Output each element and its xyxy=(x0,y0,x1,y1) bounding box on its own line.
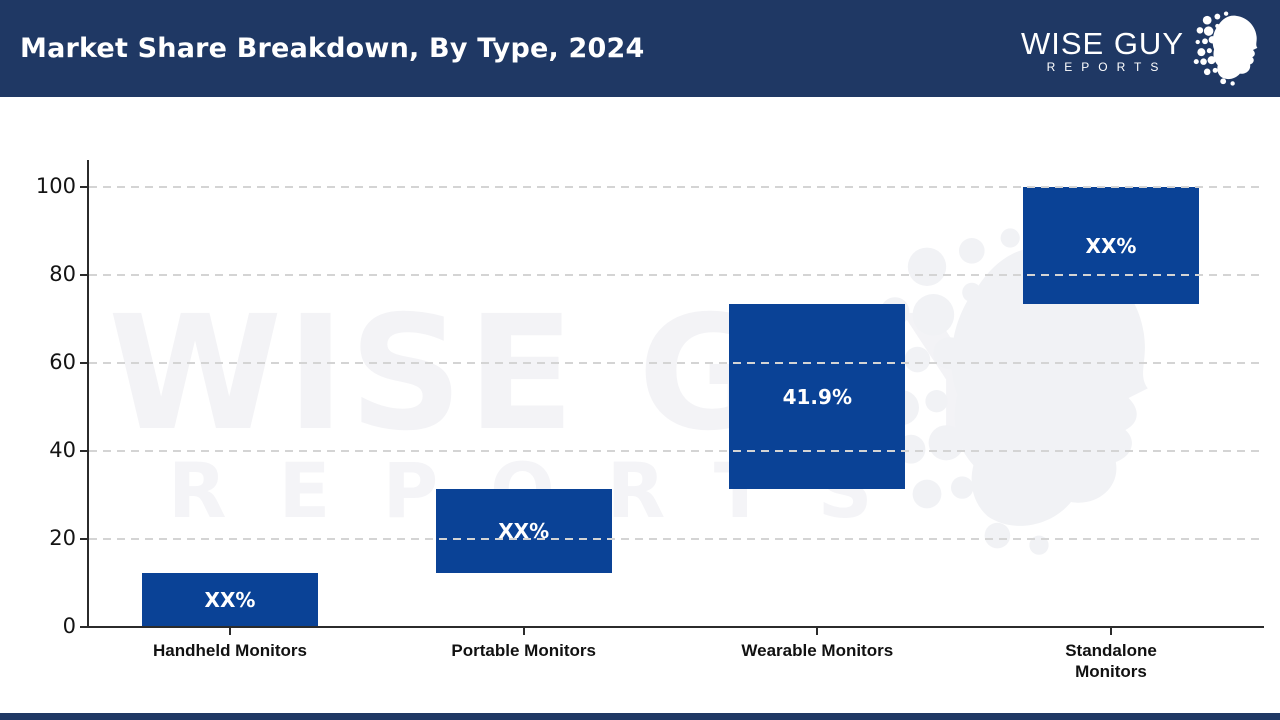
y-tick-mark-20 xyxy=(80,538,87,540)
chart-title: Market Share Breakdown, By Type, 2024 xyxy=(20,33,645,64)
y-tick-label-40: 40 xyxy=(49,438,76,462)
gridline-80 xyxy=(89,274,1264,276)
bar-value-label: XX% xyxy=(1085,233,1137,258)
x-tick-mark xyxy=(229,628,231,635)
y-tick-label-20: 20 xyxy=(49,526,76,550)
y-tick-mark-60 xyxy=(80,362,87,364)
gridline-60 xyxy=(89,362,1264,364)
header-bar: Market Share Breakdown, By Type, 2024 WI… xyxy=(0,0,1280,97)
wise-guy-reports-logo: WISE GUY REPORTS xyxy=(1021,8,1268,92)
logo-head-icon xyxy=(1193,11,1258,86)
x-category-label: Portable Monitors xyxy=(451,641,596,660)
bar-standalone-monitors xyxy=(1023,187,1199,305)
gridline-20 xyxy=(89,538,1264,540)
x-tick-mark xyxy=(522,628,525,635)
y-tick-mark-0 xyxy=(80,626,87,628)
bar-value-label: 41.9% xyxy=(782,384,852,409)
y-tick-label-0: 0 xyxy=(62,614,76,638)
bar-value-label: XX% xyxy=(204,588,256,613)
logo-sub-text: REPORTS xyxy=(1046,59,1168,74)
y-tick-mark-40 xyxy=(80,450,87,452)
y-tick-mark-100 xyxy=(80,186,87,188)
gridline-40 xyxy=(89,450,1264,452)
bar-portable-monitors xyxy=(435,488,612,574)
x-category-label: Standalone Monitors xyxy=(1065,641,1157,681)
y-axis-line xyxy=(87,160,89,628)
bar-value-label: XX% xyxy=(498,519,550,544)
bar-handheld-monitors xyxy=(142,573,318,627)
footer-bar xyxy=(0,713,1280,720)
y-tick-label-100: 100 xyxy=(35,174,76,198)
bar-wearable-monitors xyxy=(729,304,906,489)
x-tick-mark xyxy=(816,628,819,635)
y-tick-mark-80 xyxy=(80,274,87,276)
x-axis-line xyxy=(87,626,1264,628)
gridline-100 xyxy=(89,186,1264,188)
y-tick-label-60: 60 xyxy=(49,350,76,374)
x-category-label: Wearable Monitors xyxy=(741,641,894,660)
x-category-label: Handheld Monitors xyxy=(153,641,307,660)
logo-brand-text: WISE GUY xyxy=(1020,25,1184,61)
x-tick-mark xyxy=(1110,628,1112,635)
y-tick-label-80: 80 xyxy=(49,262,76,286)
